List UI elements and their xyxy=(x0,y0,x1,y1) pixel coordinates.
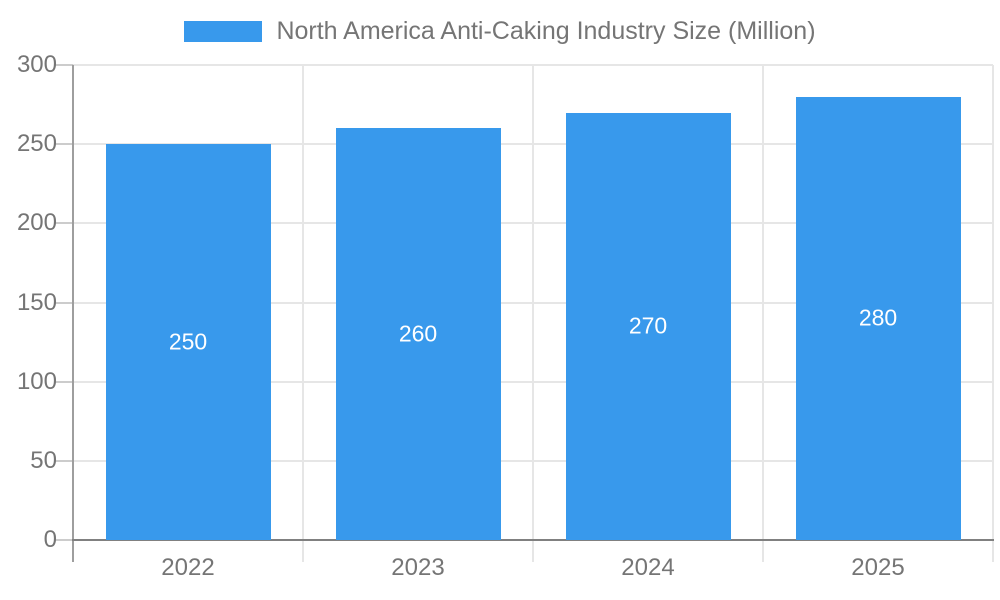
y-axis-tick xyxy=(56,539,73,541)
y-axis-tick xyxy=(56,380,73,383)
legend: North America Anti-Caking Industry Size … xyxy=(0,16,1000,46)
x-axis-line xyxy=(72,539,994,541)
legend-series-label: North America Anti-Caking Industry Size … xyxy=(276,17,816,45)
bar xyxy=(335,128,501,540)
bar xyxy=(795,96,961,540)
bar-value-label: 260 xyxy=(398,320,438,347)
y-axis-tick-label: 250 xyxy=(16,130,57,158)
bar-value-label: 250 xyxy=(168,328,208,355)
y-axis-tick-label: 300 xyxy=(16,51,57,78)
bar-value-label: 270 xyxy=(628,312,668,339)
x-axis-tick-label: 2024 xyxy=(621,554,675,581)
y-axis-tick-label: 100 xyxy=(16,367,57,395)
x-axis-tick-label: 2023 xyxy=(391,554,445,581)
y-axis-tick-label: 50 xyxy=(30,446,57,474)
y-axis-tick xyxy=(56,301,73,304)
y-axis-tick xyxy=(56,222,73,225)
y-axis-line xyxy=(72,65,74,562)
bar-value-label: 280 xyxy=(858,304,898,331)
y-axis-tick xyxy=(56,143,73,146)
gridline-vertical xyxy=(762,65,764,562)
legend-swatch xyxy=(184,20,263,42)
y-axis-tick xyxy=(56,459,73,462)
x-axis-tick-label: 2022 xyxy=(161,554,215,581)
y-axis-tick-label: 0 xyxy=(43,526,57,553)
x-axis-tick-label: 2025 xyxy=(851,554,905,581)
y-axis-tick-label: 200 xyxy=(16,209,57,237)
gridline-vertical xyxy=(992,65,994,562)
bar xyxy=(105,144,271,540)
gridline-vertical xyxy=(302,65,304,562)
y-axis-tick xyxy=(56,64,73,66)
y-axis-tick-label: 150 xyxy=(16,288,57,316)
bar xyxy=(565,112,731,540)
gridline-vertical xyxy=(532,65,534,562)
